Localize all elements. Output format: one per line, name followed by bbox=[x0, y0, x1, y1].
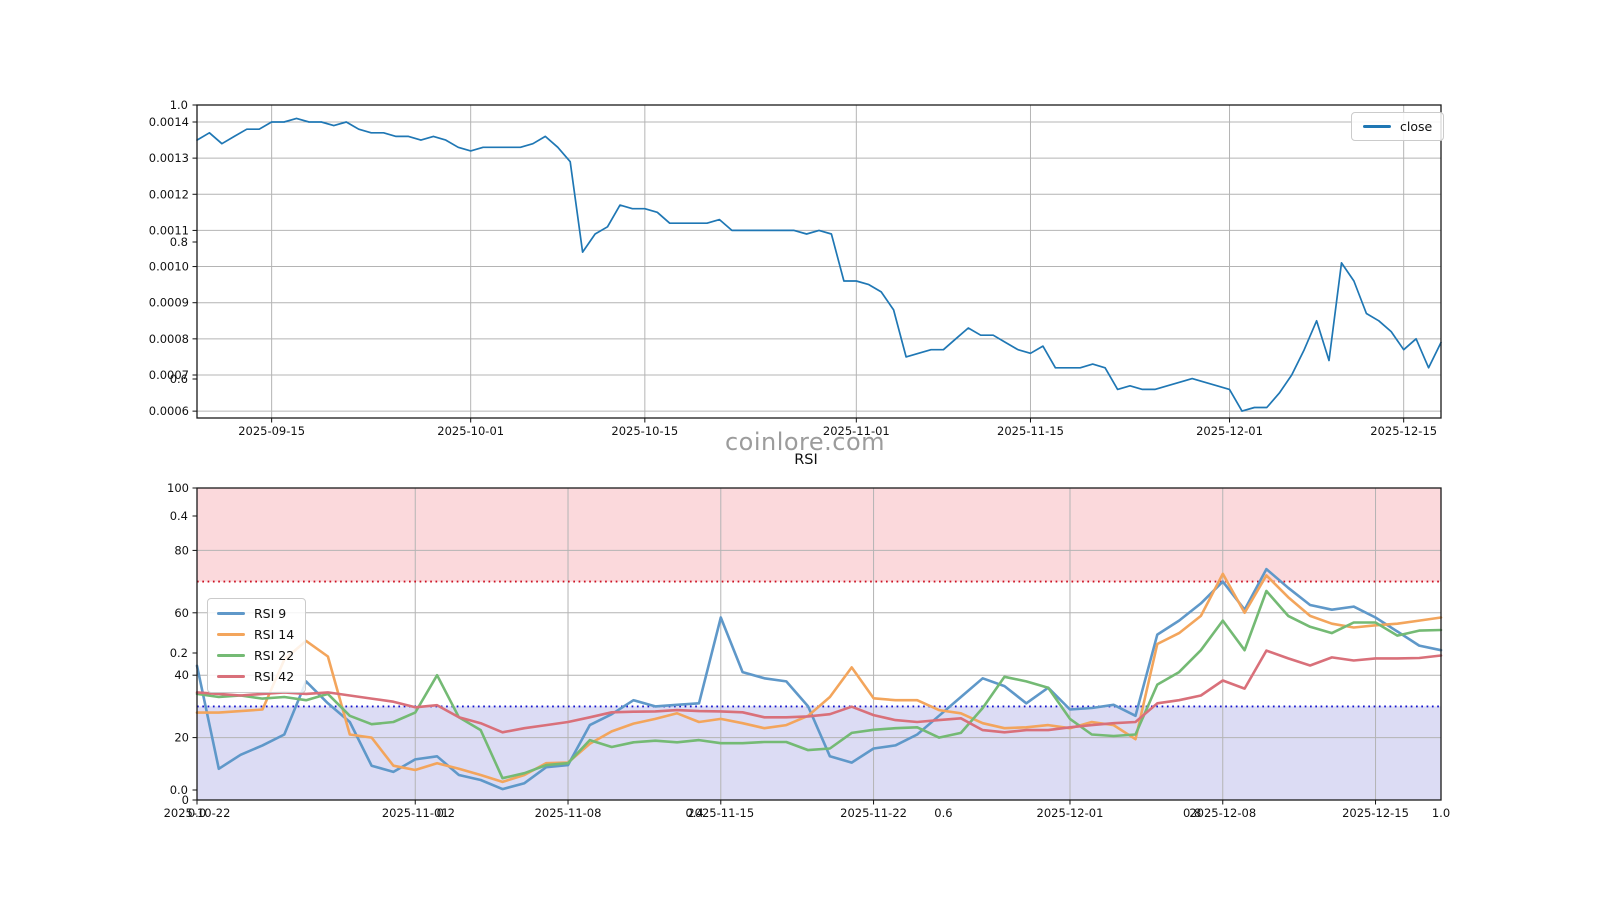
y-tick-label: 0.0008 bbox=[149, 332, 189, 346]
watermark: coinlore.com bbox=[724, 428, 886, 456]
x-tick-label: 2025-12-15 bbox=[1370, 424, 1437, 438]
rsi22-line bbox=[195, 589, 1443, 780]
y-tick-label: 0.0006 bbox=[149, 404, 189, 418]
y-tick-label: 0.0007 bbox=[149, 368, 189, 382]
rsi-legend-row: RSI 14 bbox=[217, 627, 294, 642]
rsi22-legend-label: RSI 22 bbox=[254, 648, 295, 663]
x-tick-label: 2025-10-15 bbox=[611, 424, 678, 438]
oversold-zone bbox=[197, 706, 1441, 800]
rsi14-line-swatch bbox=[217, 633, 245, 636]
x-tick-label: 2025-12-08 bbox=[1189, 806, 1256, 820]
x-tick-label: 2025-12-15 bbox=[1342, 806, 1409, 820]
x-tick-label: 2025-11-22 bbox=[840, 806, 907, 820]
figure-x-tick-label: 0.8 bbox=[1183, 806, 1201, 820]
figure-axis-labels: 1.0 0.8 0.6 0.4 0.2 0.00.0 0.2 0.4 0.6 0.8 1.0 bbox=[170, 98, 1450, 820]
figure-y-tick-label: 0.0 bbox=[170, 783, 188, 797]
price-legend-label: close bbox=[1400, 119, 1433, 134]
y-tick-label: 40 bbox=[174, 668, 189, 682]
figure-x-tick-label: 0.4 bbox=[685, 806, 703, 820]
x-tick-label: 2025-11-01 bbox=[823, 424, 890, 438]
axes-frame bbox=[196, 104, 1442, 419]
x-tick-label: 2025-11-15 bbox=[687, 806, 754, 820]
figure-y-tick-label: 0.8 bbox=[170, 235, 188, 249]
figure-x-tick-label: 0.2 bbox=[437, 806, 455, 820]
x-tick-label: 2025-11-01 bbox=[382, 806, 449, 820]
x-tick-label: 2025-09-15 bbox=[238, 424, 305, 438]
price-chart: 0.0006 0.0007 0.0008 0.0009 0.0010 0.0011 0.00… bbox=[149, 104, 1442, 438]
rsi-legend-row: RSI 42 bbox=[217, 669, 294, 684]
close-line-swatch bbox=[1363, 125, 1391, 128]
x-tick-label: 2025-12-01 bbox=[1196, 424, 1263, 438]
y-tick-label: 80 bbox=[174, 543, 189, 557]
rsi9-line-swatch bbox=[217, 612, 245, 615]
x-tick-label: 2025-10-01 bbox=[437, 424, 504, 438]
x-tick-label: 2025-11-15 bbox=[997, 424, 1064, 438]
rsi-chart: 0 20 40 60 80 100 2025-10-22 2025-11-01 2025-11-… bbox=[164, 481, 1443, 820]
rsi9-legend-label: RSI 9 bbox=[254, 606, 287, 621]
rsi-legend-row: RSI 22 bbox=[217, 648, 294, 663]
rsi14-legend-label: RSI 14 bbox=[254, 627, 295, 642]
figure-y-tick-label: 0.4 bbox=[170, 509, 188, 523]
rsi-legend: RSI 9 RSI 14 RSI 22 RSI 42 bbox=[207, 598, 307, 693]
x-tick-label: 2025-11-08 bbox=[535, 806, 602, 820]
figure-x-tick-label: 1.0 bbox=[1432, 806, 1450, 820]
y-tick-label: 0.0013 bbox=[149, 151, 189, 165]
x-tick-label: 2025-12-01 bbox=[1037, 806, 1104, 820]
close-line bbox=[196, 117, 1442, 412]
figure-x-tick-label: 0.6 bbox=[934, 806, 952, 820]
y-tick-label: 0.0012 bbox=[149, 187, 189, 201]
y-tick-label: 60 bbox=[174, 606, 189, 620]
y-tick-label: 0.0014 bbox=[149, 115, 189, 129]
y-tick-label: 0.0009 bbox=[149, 296, 189, 310]
axes-frame bbox=[196, 487, 1442, 801]
y-tick-label: 0 bbox=[182, 793, 189, 807]
overbought-zone bbox=[197, 488, 1441, 582]
rsi42-line-swatch bbox=[217, 675, 245, 678]
rsi-legend-row: RSI 9 bbox=[217, 606, 294, 621]
price-legend: close bbox=[1351, 112, 1445, 141]
figure-y-tick-label: 0.6 bbox=[170, 372, 188, 386]
y-tick-label: 0.0011 bbox=[149, 223, 189, 237]
rsi-chart-title: RSI bbox=[794, 452, 818, 468]
y-tick-label: 100 bbox=[167, 481, 189, 495]
x-tick-label: 2025-10-22 bbox=[164, 806, 231, 820]
rsi14-line bbox=[195, 572, 1443, 784]
rsi42-line bbox=[195, 649, 1443, 734]
figure-y-tick-label: 0.2 bbox=[170, 646, 188, 660]
y-tick-label: 0.0010 bbox=[149, 260, 189, 274]
rsi42-legend-label: RSI 42 bbox=[254, 669, 295, 684]
figure-y-tick-label: 1.0 bbox=[170, 98, 188, 112]
y-tick-label: 20 bbox=[174, 731, 189, 745]
rsi22-line-swatch bbox=[217, 654, 245, 657]
figure-x-tick-label: 0.0 bbox=[188, 806, 206, 820]
